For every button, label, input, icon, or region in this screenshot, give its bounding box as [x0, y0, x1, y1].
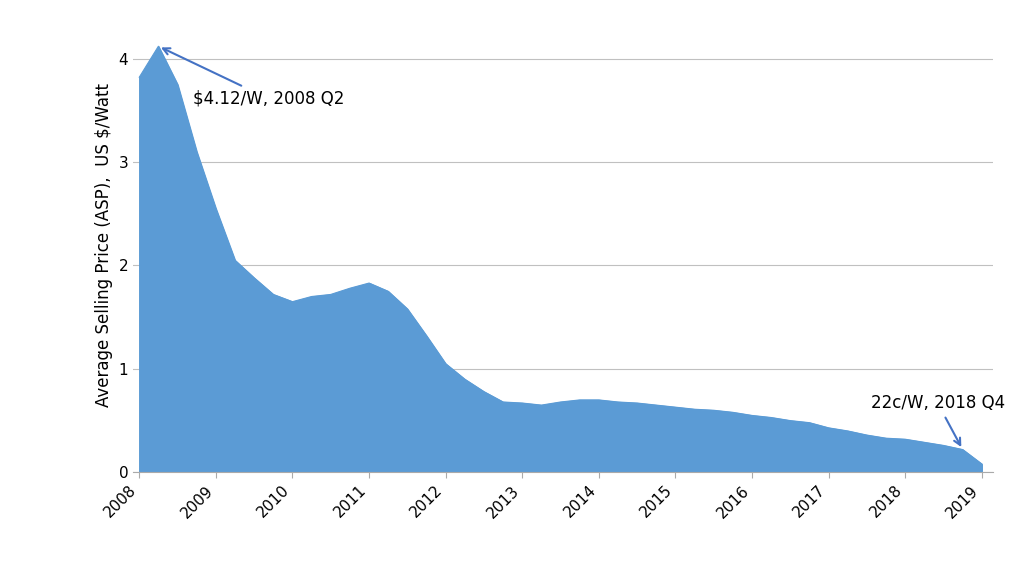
Y-axis label: Average Selling Price (ASP),  US $/Watt: Average Selling Price (ASP), US $/Watt: [95, 83, 113, 407]
Text: $4.12/W, 2008 Q2: $4.12/W, 2008 Q2: [163, 48, 344, 108]
Text: 22c/W, 2018 Q4: 22c/W, 2018 Q4: [870, 395, 1005, 445]
